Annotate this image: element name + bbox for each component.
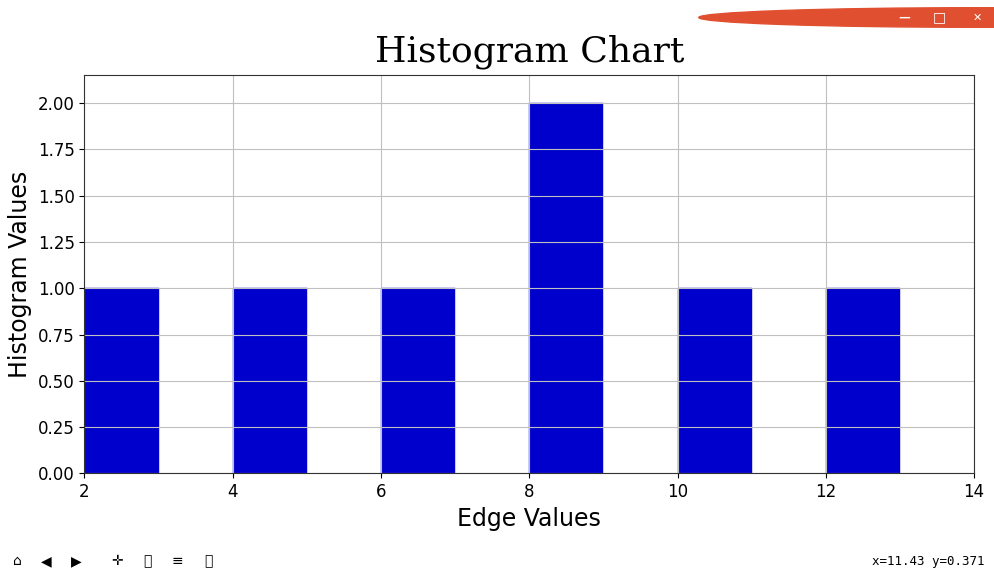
Bar xyxy=(529,103,603,474)
Title: Histogram Chart: Histogram Chart xyxy=(375,34,684,69)
Text: ⌂: ⌂ xyxy=(13,554,21,568)
Text: 🔍: 🔍 xyxy=(143,554,151,568)
Text: ✛: ✛ xyxy=(111,554,123,568)
X-axis label: Edge Values: Edge Values xyxy=(457,507,601,531)
Bar xyxy=(233,288,307,474)
Bar xyxy=(826,288,900,474)
Y-axis label: Histogram Values: Histogram Values xyxy=(8,171,32,378)
Text: ◀: ◀ xyxy=(42,554,52,568)
Bar xyxy=(381,288,455,474)
Bar xyxy=(678,288,751,474)
Text: x=11.43 y=0.371: x=11.43 y=0.371 xyxy=(872,555,984,567)
Text: ✕: ✕ xyxy=(972,13,982,23)
Text: ≡: ≡ xyxy=(171,554,183,568)
Circle shape xyxy=(699,8,994,27)
Text: −: − xyxy=(898,9,911,27)
Text: ▶: ▶ xyxy=(72,554,82,568)
Text: 💾: 💾 xyxy=(205,554,213,568)
Bar xyxy=(84,288,159,474)
Text: □: □ xyxy=(932,10,946,24)
Text: Figure 1: Figure 1 xyxy=(466,10,528,25)
